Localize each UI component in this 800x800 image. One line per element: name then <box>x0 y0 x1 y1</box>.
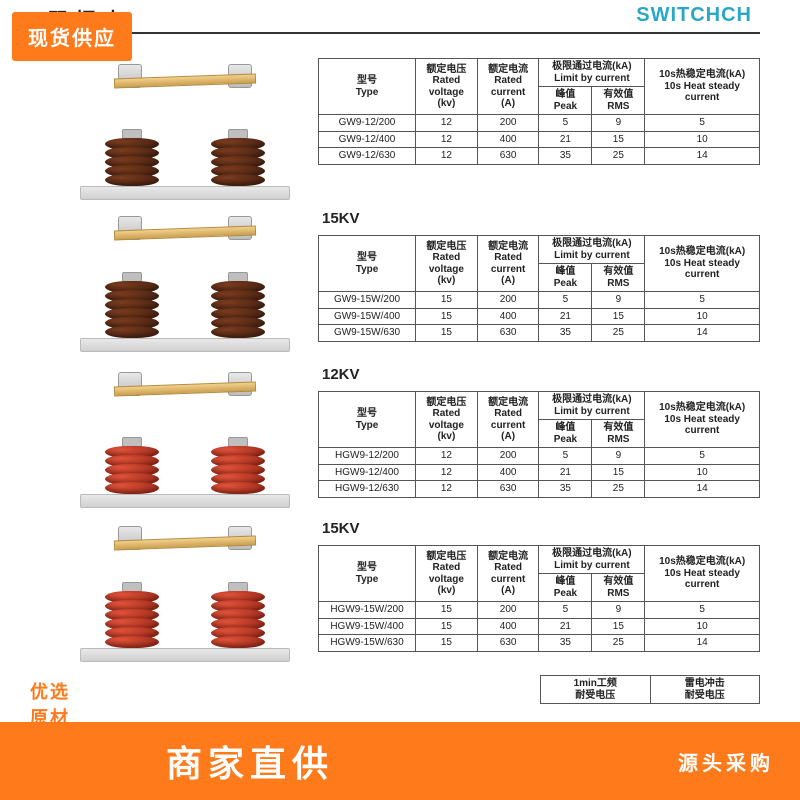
table-row: HGW9-15W/20015200595 <box>319 602 760 619</box>
banner-main-text: 商家直供 <box>166 735 334 787</box>
spec-table: 型号Type 额定电压Rated voltage(kv) 额定电流Rated c… <box>318 391 760 498</box>
th-power-freq: 1min工频耐受电压 <box>541 676 651 704</box>
spec-section-1: 型号Type 额定电压Rated voltage(kv) 额定电流Rated c… <box>70 58 760 208</box>
section-title: 15KV <box>322 210 760 227</box>
insulator-left <box>104 437 160 494</box>
table-row: GW9-15W/20015200595 <box>319 292 760 309</box>
base-plate <box>80 186 290 200</box>
spec-table: 型号Type 额定电压Rated voltage(kv) 额定电流Rated c… <box>318 235 760 342</box>
table-row: GW9-12/20012200595 <box>319 115 760 132</box>
section-title: 12KV <box>322 366 760 383</box>
product-illustration <box>70 366 300 516</box>
brand-right: SWITCHCH <box>636 4 752 33</box>
spec-section-3: 12KV 型号Type 额定电压Rated voltage(kv) 额定电流Ra… <box>70 366 760 516</box>
page-header: 羿 振 电 SWITCHCH <box>48 4 752 33</box>
section-title: 15KV <box>322 520 760 537</box>
header-rule <box>40 32 760 34</box>
spec-table: 型号Type 额定电压Rated voltage(kv) 额定电流Rated c… <box>318 58 760 165</box>
th-limit: 极限通过电流(kA)Limit by current <box>539 59 645 87</box>
availability-badge: 现货供应 <box>12 12 132 61</box>
table-row: HGW9-12/63012630352514 <box>319 481 760 498</box>
th-rms: 有效值RMS <box>592 87 645 115</box>
product-illustration <box>70 58 300 208</box>
th-volt: 额定电压Rated voltage(kv) <box>416 59 478 115</box>
table-row: HGW9-15W/40015400211510 <box>319 618 760 635</box>
spec-block: 12KV 型号Type 额定电压Rated voltage(kv) 额定电流Ra… <box>318 366 760 498</box>
table-row: GW9-12/40012400211510 <box>319 131 760 148</box>
partial-spec-header: 1min工频耐受电压 雷电冲击耐受电压 <box>340 675 760 704</box>
th-cur: 额定电流Rated current(A) <box>477 59 539 115</box>
th-lightning: 雷电冲击耐受电压 <box>650 676 760 704</box>
bottom-banner: 商家直供 源头采购 <box>0 722 800 800</box>
product-illustration <box>70 520 300 670</box>
th-peak: 峰值Peak <box>539 87 592 115</box>
insulator-right <box>210 582 266 648</box>
spec-table: 型号Type 额定电压Rated voltage(kv) 额定电流Rated c… <box>318 545 760 652</box>
table-row: GW9-15W/63015630352514 <box>319 325 760 342</box>
spec-block: 型号Type 额定电压Rated voltage(kv) 额定电流Rated c… <box>318 58 760 165</box>
spec-section-2: 15KV 型号Type 额定电压Rated voltage(kv) 额定电流Ra… <box>70 210 760 360</box>
insulator-left <box>104 129 160 186</box>
spec-block: 15KV 型号Type 额定电压Rated voltage(kv) 额定电流Ra… <box>318 210 760 342</box>
base-plate <box>80 648 290 662</box>
table-row: GW9-12/63012630352514 <box>319 148 760 165</box>
spec-section-4: 15KV 型号Type 额定电压Rated voltage(kv) 额定电流Ra… <box>70 520 760 670</box>
insulator-left <box>104 582 160 648</box>
th-type: 型号Type <box>319 59 416 115</box>
spec-block: 15KV 型号Type 额定电压Rated voltage(kv) 额定电流Ra… <box>318 520 760 652</box>
insulator-left <box>104 272 160 338</box>
base-plate <box>80 494 290 508</box>
banner-side-text: 源头采购 <box>678 747 774 776</box>
insulator-right <box>210 437 266 494</box>
insulator-right <box>210 129 266 186</box>
th-heat: 10s热稳定电流(kA)10s Heat steady current <box>645 59 760 115</box>
product-illustration <box>70 210 300 360</box>
table-row: GW9-15W/40015400211510 <box>319 308 760 325</box>
table-row: HGW9-12/20012200595 <box>319 448 760 465</box>
catalog-page: 羿 振 电 SWITCHCH 现货供应 型号Typ <box>0 0 800 800</box>
table-row: HGW9-15W/63015630352514 <box>319 635 760 652</box>
insulator-right <box>210 272 266 338</box>
base-plate <box>80 338 290 352</box>
table-row: HGW9-12/40012400211510 <box>319 464 760 481</box>
